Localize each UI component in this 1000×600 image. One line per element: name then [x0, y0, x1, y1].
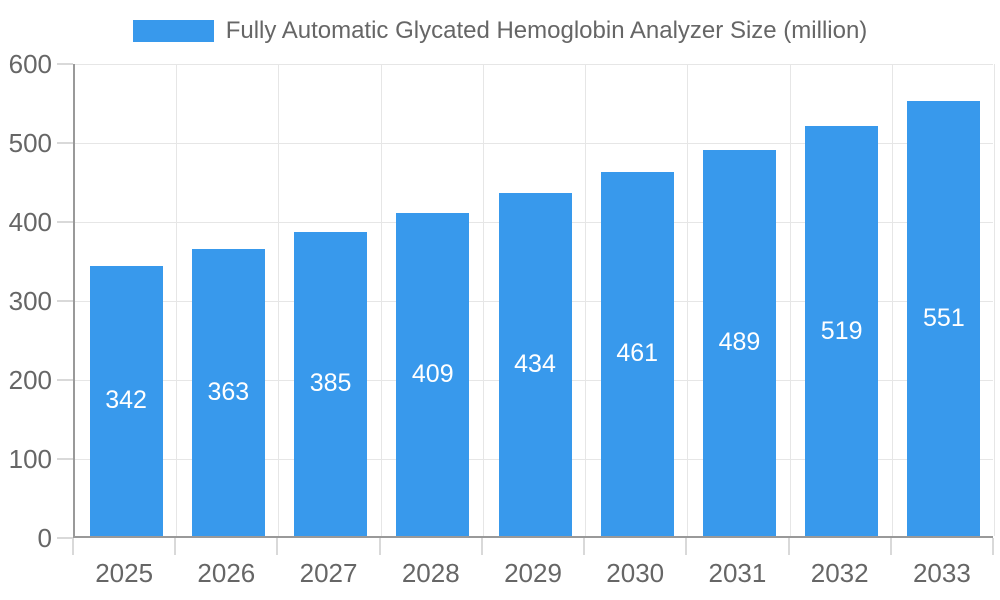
x-tick-label-2032: 2032: [810, 558, 869, 588]
bar-value-label: 434: [514, 350, 556, 379]
x-axis-tick: [787, 538, 790, 555]
x-tick-label-2025: 2025: [95, 558, 154, 588]
x-tick-label-2031: 2031: [708, 558, 767, 588]
gridline-horizontal: [75, 142, 993, 144]
x-axis-tick: [889, 538, 892, 555]
x-tick-label-2026: 2026: [197, 558, 256, 588]
bar-2027[interactable]: 385: [294, 231, 368, 536]
x-axis-tick: [480, 538, 483, 555]
y-axis-tick: [57, 458, 73, 460]
bar-value-label: 551: [923, 303, 965, 332]
y-tick-label: 400: [8, 207, 52, 237]
x-tick-label-2028: 2028: [401, 558, 460, 588]
gridline-vertical: [585, 64, 587, 536]
x-axis-tick: [685, 538, 688, 555]
gridline-vertical: [789, 64, 791, 536]
y-axis-tick: [57, 300, 73, 302]
bar-2026[interactable]: 363: [191, 249, 265, 536]
y-axis-tick: [57, 142, 73, 144]
gridline-vertical: [891, 64, 893, 536]
gridline-vertical: [687, 64, 689, 536]
gridline-vertical: [176, 64, 178, 536]
x-axis-tick: [378, 538, 381, 555]
x-tick-label-2029: 2029: [504, 558, 562, 588]
gridline-vertical: [380, 64, 382, 536]
bar-2032[interactable]: 519: [805, 126, 879, 536]
y-axis-tick: [57, 63, 73, 65]
y-axis-tick: [57, 379, 73, 381]
bar-value-label: 342: [105, 386, 147, 415]
bar-2031[interactable]: 489: [702, 149, 776, 536]
x-axis-tick: [992, 538, 994, 555]
x-axis-tick: [72, 538, 74, 555]
gridline-horizontal: [75, 63, 993, 65]
x-tick-label-2027: 2027: [299, 558, 358, 588]
bar-value-label: 385: [309, 369, 352, 398]
bar-2025[interactable]: 342: [89, 265, 163, 536]
x-axis-tick: [583, 538, 586, 555]
bar-2028[interactable]: 409: [396, 212, 470, 536]
y-tick-label: 0: [37, 523, 52, 553]
bar-value-label: 461: [616, 339, 659, 368]
x-axis-tick: [174, 538, 177, 555]
y-tick-label: 500: [8, 128, 52, 158]
chart-legend[interactable]: Fully Automatic Glycated Hemoglobin Anal…: [0, 17, 1000, 45]
y-tick-label: 300: [8, 286, 52, 316]
gridline-vertical: [482, 64, 484, 536]
bar-value-label: 489: [718, 328, 761, 357]
bar-value-label: 519: [820, 316, 863, 345]
x-tick-label-2033: 2033: [912, 558, 971, 588]
y-tick-label: 200: [8, 365, 52, 395]
y-tick-label: 600: [8, 49, 52, 79]
x-tick-label-2030: 2030: [606, 558, 665, 588]
gridline-vertical: [994, 64, 995, 536]
legend-label: Fully Automatic Glycated Hemoglobin Anal…: [225, 17, 868, 44]
y-axis-tick: [57, 537, 73, 539]
bar-value-label: 363: [207, 378, 250, 407]
plot-area: 342 363 385 409 434 461 489 519 551: [73, 63, 995, 538]
legend-swatch-icon: [132, 20, 214, 42]
x-axis-tick: [276, 538, 279, 555]
y-tick-label: 100: [8, 444, 52, 474]
bar-2033[interactable]: 551: [907, 100, 981, 536]
y-axis-tick: [57, 221, 73, 223]
gridline-vertical: [278, 64, 280, 536]
bar-2030[interactable]: 461: [600, 171, 674, 536]
bar-2029[interactable]: 434: [498, 193, 572, 536]
bar-value-label: 409: [411, 359, 454, 388]
